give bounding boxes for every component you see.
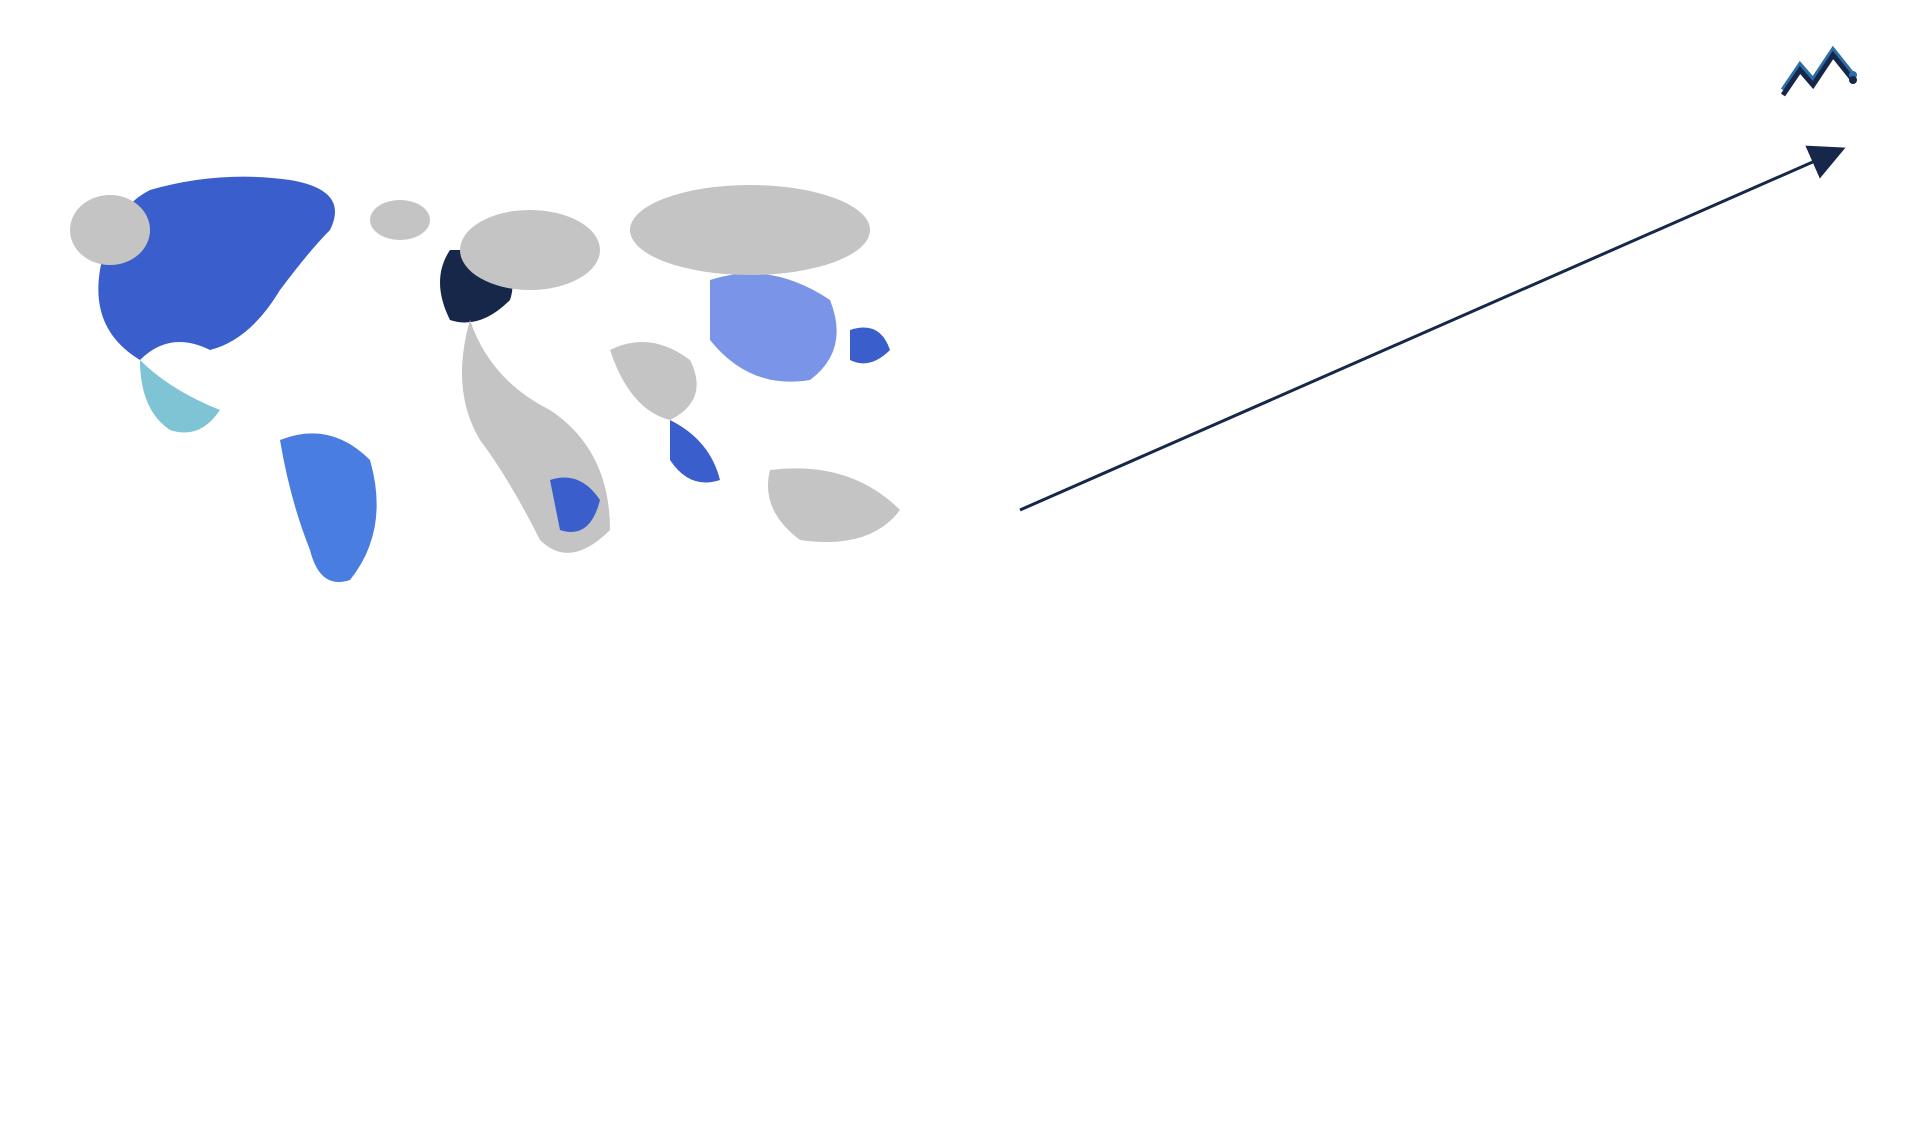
logo-icon (1778, 40, 1858, 100)
world-map (50, 130, 960, 630)
bottom-section (50, 680, 1870, 980)
growth-chart (1000, 130, 1870, 630)
header (50, 40, 1870, 100)
players-panel (660, 680, 1260, 980)
logo (1778, 40, 1870, 100)
top-section (50, 130, 1870, 630)
donut-chart (1310, 700, 1590, 980)
segmentation-chart (50, 700, 380, 960)
segmentation-panel (50, 680, 610, 980)
map-svg (50, 130, 930, 610)
regional-panel (1310, 680, 1870, 980)
player-names (660, 700, 830, 704)
player-bars (850, 700, 1260, 704)
